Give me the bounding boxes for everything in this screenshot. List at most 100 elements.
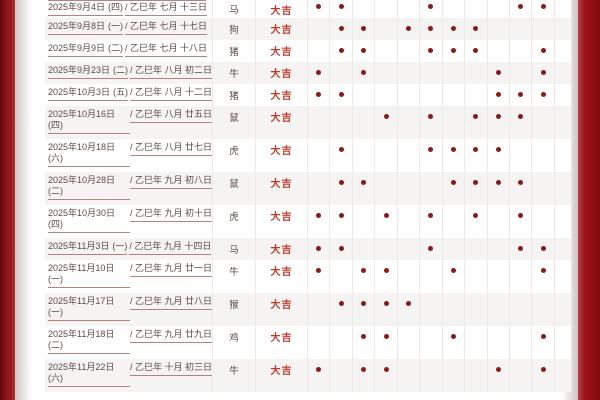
luck-cell: 大吉: [255, 18, 307, 40]
table-row: 2025年11月18日 (二) / 乙巳年 九月 廿九日 鸡 大吉: [45, 326, 572, 359]
lunar-date-link[interactable]: / 乙巳年 九月 初八日: [130, 175, 213, 189]
auspicious-dot: [473, 48, 479, 53]
auspicious-dot: [361, 180, 367, 185]
activity-cell: [508, 62, 531, 84]
lunar-date-link[interactable]: / 乙巳年 八月 初二日: [130, 65, 213, 79]
activity-cell: [441, 359, 464, 392]
zodiac-cell: 马: [212, 238, 255, 260]
auspicious-dot: [316, 4, 322, 9]
solar-date-link[interactable]: 2025年11月17日 (一): [48, 296, 130, 321]
luck-label: 大吉: [270, 366, 293, 377]
solar-date-link[interactable]: 2025年11月22日 (六): [48, 362, 130, 387]
activity-cell: [419, 18, 441, 40]
solar-date-link[interactable]: 2025年10月18日 (六): [48, 142, 130, 167]
luck-cell: 大吉: [255, 326, 307, 359]
solar-date-link[interactable]: 2025年10月16日 (四): [48, 109, 130, 134]
activity-cell: [464, 293, 486, 326]
lunar-date-link[interactable]: / 乙巳年 十月 初三日: [130, 362, 213, 376]
solar-date-text: 2025年11月10日: [48, 263, 115, 273]
table-row: 2025年10月18日 (六) / 乙巳年 八月 廿七日 虎 大吉: [45, 139, 572, 172]
auspicious-dot: [405, 26, 411, 31]
solar-date-text: 2025年11月17日: [48, 296, 115, 306]
solar-date-link[interactable]: 2025年11月3日 (一): [48, 241, 128, 255]
auspicious-dot: [495, 367, 501, 372]
date-cell: 2025年11月22日 (六) / 乙巳年 十月 初三日: [48, 359, 213, 392]
lunar-date-link[interactable]: / 乙巳年 七月 十七日: [125, 21, 208, 35]
activity-cell: [396, 84, 419, 106]
auspicious-dot: [316, 246, 322, 251]
activity-cell: [486, 106, 509, 139]
row-trailing-spacer: [553, 238, 572, 260]
activity-cell: [464, 84, 486, 106]
date-cell: 2025年9月8日 (一) / 乙巳年 七月 十七日: [48, 18, 212, 40]
auspicious-dot: [383, 268, 389, 273]
lunar-date-link[interactable]: / 乙巳年 八月 廿五日: [130, 109, 213, 123]
solar-date-link[interactable]: 2025年9月9日 (二): [48, 43, 124, 57]
lunar-date-link[interactable]: / 乙巳年 九月 廿一日: [130, 263, 213, 277]
date-cell: 2025年11月10日 (一) / 乙巳年 九月 廿一日: [48, 260, 213, 293]
activity-cell: [351, 205, 374, 238]
activity-cell: [441, 172, 464, 205]
zodiac-cell: 牛: [212, 260, 255, 293]
row-trailing-spacer: [553, 359, 572, 392]
activity-cell: [396, 172, 419, 205]
solar-date-link[interactable]: 2025年11月10日 (一): [48, 263, 130, 288]
activity-cell: [508, 40, 531, 62]
lunar-date-link[interactable]: / 乙巳年 八月 廿七日: [130, 142, 213, 156]
activity-cell: [329, 18, 351, 40]
luck-cell: 大吉: [255, 62, 307, 84]
activity-cell: [508, 205, 531, 238]
luck-cell: 大吉: [255, 205, 307, 238]
lunar-date-link[interactable]: / 乙巳年 七月 十三日: [125, 2, 208, 16]
activity-cell: [486, 260, 509, 293]
activity-cell: [374, 238, 396, 260]
solar-date-text: 2025年9月9日: [48, 43, 106, 53]
date-cell: 2025年9月23日 (二) / 乙巳年 八月 初二日: [48, 62, 213, 84]
solar-date-link[interactable]: 2025年9月8日 (一): [48, 21, 124, 35]
solar-date-link[interactable]: 2025年10月3日 (五): [48, 87, 129, 101]
table-row: 2025年10月28日 (二) / 乙巳年 九月 初八日 鼠 大吉: [45, 172, 572, 205]
activity-cell: [351, 62, 374, 84]
auspicious-dot: [495, 147, 501, 152]
date-cell: 2025年11月3日 (一) / 乙巳年 九月 十四日: [48, 238, 212, 260]
lunar-date-link[interactable]: / 乙巳年 九月 十四日: [129, 241, 212, 255]
luck-label: 大吉: [270, 47, 293, 58]
auspicious-dot: [428, 147, 434, 152]
auspicious-dot: [450, 26, 456, 31]
lunar-date-link[interactable]: / 乙巳年 七月 十八日: [125, 43, 208, 57]
left-bar-shadow: [15, 0, 31, 400]
zodiac-label: 牛: [229, 267, 239, 278]
row-trailing-spacer: [553, 40, 572, 62]
zodiac-label: 虎: [229, 212, 239, 223]
zodiac-cell: 马: [212, 0, 255, 18]
auspicious-dot: [316, 367, 322, 372]
lunar-date-link[interactable]: / 乙巳年 九月 廿九日: [130, 329, 213, 343]
auspicious-dot: [383, 114, 389, 119]
table-row: 2025年9月8日 (一) / 乙巳年 七月 十七日 狗 大吉: [45, 18, 572, 40]
solar-date-link[interactable]: 2025年10月30日 (四): [48, 208, 130, 233]
table-row: 2025年9月23日 (二) / 乙巳年 八月 初二日 牛 大吉: [45, 62, 572, 84]
solar-date-link[interactable]: 2025年10月28日 (二): [48, 175, 130, 200]
activity-cell: [486, 172, 509, 205]
activity-cell: [531, 238, 553, 260]
lunar-date-link[interactable]: / 乙巳年 九月 初十日: [130, 208, 213, 222]
activity-cell: [508, 238, 531, 260]
activity-cell: [307, 260, 329, 293]
activity-dot-columns: [307, 205, 554, 238]
solar-date-link[interactable]: 2025年11月18日 (二): [48, 329, 130, 354]
solar-date-text: 2025年10月30日: [48, 208, 116, 218]
luck-cell: 大吉: [255, 106, 307, 139]
activity-cell: [351, 0, 374, 18]
weekday-text: (一): [48, 274, 63, 284]
activity-cell: [351, 139, 374, 172]
solar-date-link[interactable]: 2025年9月23日 (二): [48, 65, 129, 79]
activity-cell: [396, 139, 419, 172]
solar-date-link[interactable]: 2025年9月4日 (四): [48, 2, 124, 16]
activity-cell: [419, 62, 441, 84]
lunar-date-link[interactable]: / 乙巳年 九月 廿八日: [130, 296, 213, 310]
auspicious-dot: [518, 213, 524, 218]
auspicious-dot: [338, 4, 344, 9]
lunar-date-link[interactable]: / 乙巳年 八月 十二日: [130, 87, 213, 101]
activity-cell: [419, 139, 441, 172]
